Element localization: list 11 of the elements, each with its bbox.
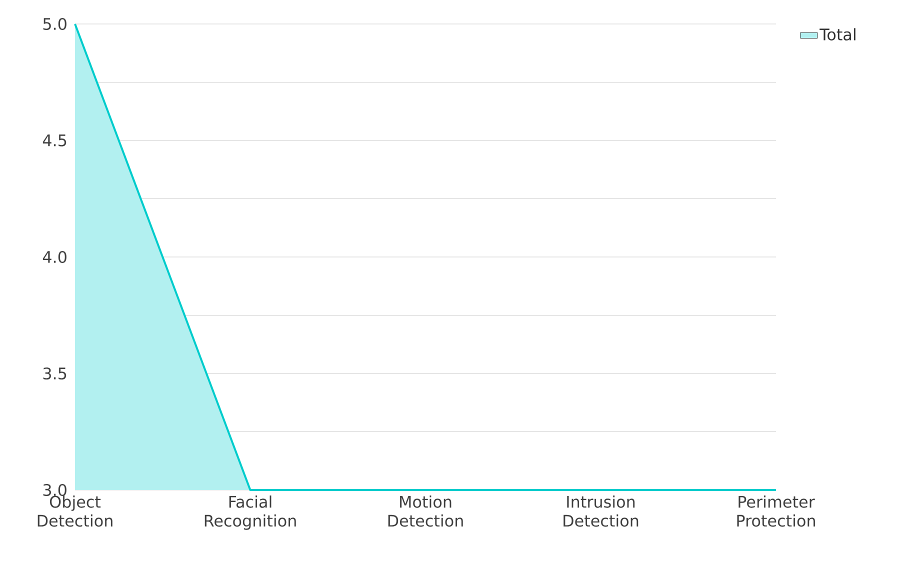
y-tick-label: 4.0 [42,250,66,264]
y-tick-label: 4.5 [42,134,66,146]
x-tick-label: Facial Recognition [204,496,296,530]
x-tick-label: Object Detection [38,496,112,527]
x-tick-label: Motion Detection [388,496,463,527]
x-tick-label: Intrusion Detection [564,496,638,527]
legend-label: Total [820,28,856,40]
y-tick-label: 3.0 [43,484,66,496]
x-tick-label: Perimeter Protection [737,496,815,527]
y-tick-label: 3.5 [43,367,66,380]
y-tick-label: 5.0 [43,18,66,30]
